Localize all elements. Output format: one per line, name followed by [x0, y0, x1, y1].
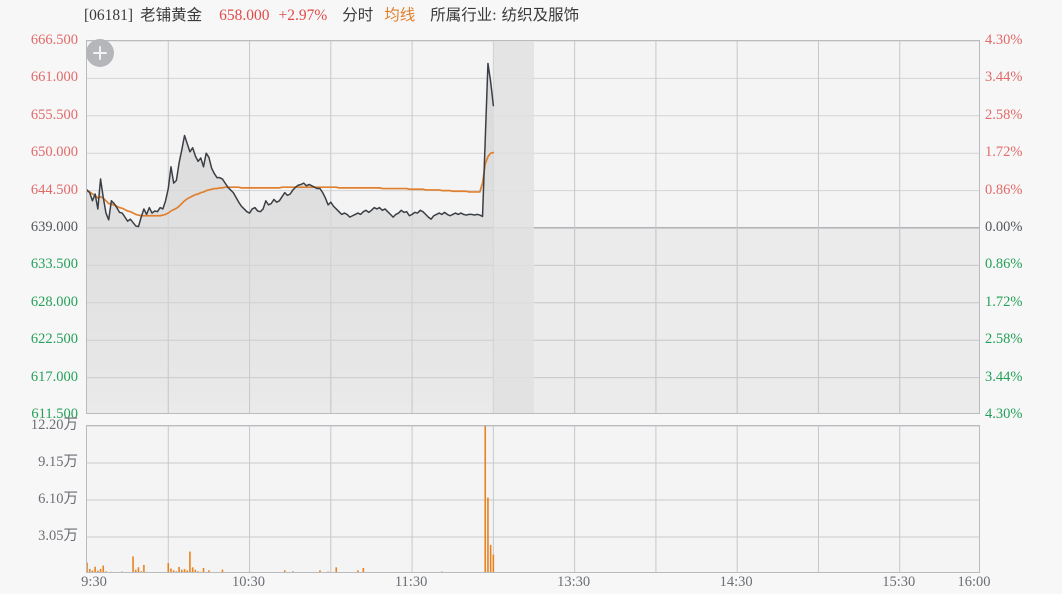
percent-tick-label: 1.72%: [985, 144, 1023, 161]
volume-chart-panel[interactable]: [86, 425, 980, 573]
price-chart-panel[interactable]: [86, 40, 980, 414]
price-tick-label: 633.500: [30, 256, 78, 273]
price-tick-label: 644.500: [30, 181, 78, 198]
price-tick-label: 622.500: [30, 331, 78, 348]
price-tick-label: 666.500: [30, 32, 78, 48]
last-price: 658.000: [219, 7, 270, 24]
time-tick-label: 9:30: [81, 574, 107, 590]
time-tick-label: 10:30: [232, 574, 266, 590]
percent-tick-label: 0.86%: [985, 256, 1023, 273]
price-tick-label: 617.000: [30, 368, 78, 385]
plus-icon[interactable]: [86, 39, 114, 67]
percent-tick-label: 1.72%: [985, 293, 1023, 310]
volume-tick-label: 3.05万: [38, 528, 78, 544]
percent-tick-label: 0.00%: [985, 219, 1023, 235]
volume-chart-svg: [87, 426, 979, 572]
percent-tick-label: 0.86%: [985, 181, 1023, 198]
tab-moving-average[interactable]: 均线: [384, 7, 416, 24]
price-tick-label: 655.500: [30, 106, 78, 123]
price-tick-label: 628.000: [30, 293, 78, 310]
time-tick-label: 16:00: [957, 574, 991, 590]
percent-tick-label: 2.58%: [985, 106, 1023, 123]
price-chart-svg: [87, 41, 979, 413]
volume-tick-label: 6.10万: [38, 491, 78, 507]
price-tick-label: 650.000: [30, 144, 78, 161]
stock-name: 老铺黄金: [140, 7, 203, 24]
price-tick-label: 611.500: [31, 406, 78, 422]
sector-value[interactable]: 纺织及服饰: [501, 7, 580, 24]
tab-intraday[interactable]: 分时: [342, 7, 374, 24]
stock-code: [06181]: [84, 7, 134, 24]
percent-tick-label: 3.44%: [985, 368, 1023, 385]
time-tick-label: 11:30: [394, 574, 428, 590]
time-tick-label: 14:30: [719, 574, 753, 590]
sector-label: 所属行业:: [430, 7, 497, 24]
percent-tick-label: 4.30%: [985, 32, 1023, 48]
time-tick-label: 13:30: [557, 574, 591, 590]
change-percent: +2.97%: [278, 7, 328, 24]
percent-tick-label: 3.44%: [985, 69, 1023, 86]
percent-tick-label: 4.30%: [985, 406, 1023, 422]
price-tick-label: 639.000: [30, 219, 78, 235]
time-axis: 9:30 10:30 11:30 13:30 14:30 15:30 16:00: [0, 574, 1062, 594]
volume-tick-label: 12.20万: [30, 417, 78, 433]
price-tick-label: 661.000: [30, 69, 78, 86]
volume-tick-label: 9.15万: [38, 454, 78, 470]
percent-tick-label: 2.58%: [985, 331, 1023, 348]
chart-header: [06181] 老铺黄金 658.000 +2.97% 分时 均线 所属行业: …: [0, 0, 1062, 31]
time-tick-label: 15:30: [882, 574, 916, 590]
